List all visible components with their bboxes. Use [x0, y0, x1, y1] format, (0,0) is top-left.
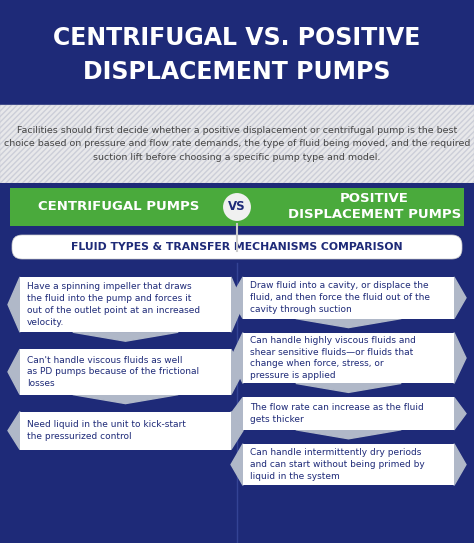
Text: Have a spinning impeller that draws
the fluid into the pump and forces it
out of: Have a spinning impeller that draws the … — [27, 282, 200, 327]
Polygon shape — [8, 412, 20, 450]
Bar — [0, 263, 474, 543]
Text: Can handle intermittently dry periods
and can start without being primed by
liqu: Can handle intermittently dry periods an… — [250, 449, 425, 481]
Bar — [243, 444, 454, 485]
Polygon shape — [296, 319, 401, 327]
Polygon shape — [231, 277, 243, 332]
Polygon shape — [231, 349, 243, 395]
Bar — [243, 397, 454, 430]
Polygon shape — [454, 397, 466, 430]
Polygon shape — [231, 412, 243, 450]
Text: DISPLACEMENT PUMPS: DISPLACEMENT PUMPS — [83, 60, 391, 84]
Polygon shape — [73, 332, 178, 341]
Polygon shape — [231, 444, 243, 485]
Text: POSITIVE
DISPLACEMENT PUMPS: POSITIVE DISPLACEMENT PUMPS — [288, 193, 461, 222]
Bar — [0, 231, 474, 263]
Text: Facilities should first decide whether a positive displacement or centrifugal pu: Facilities should first decide whether a… — [4, 127, 470, 162]
Bar — [20, 349, 231, 395]
Bar — [243, 277, 454, 319]
Polygon shape — [8, 349, 20, 395]
Bar — [10, 188, 464, 226]
Circle shape — [222, 192, 252, 222]
Polygon shape — [231, 277, 243, 319]
Polygon shape — [8, 277, 20, 332]
Text: Need liquid in the unit to kick-start
the pressurized control: Need liquid in the unit to kick-start th… — [27, 420, 186, 441]
Polygon shape — [296, 383, 401, 393]
Bar — [20, 277, 231, 332]
Polygon shape — [231, 333, 243, 383]
Text: CENTRIFUGAL PUMPS: CENTRIFUGAL PUMPS — [38, 200, 199, 213]
Text: CENTRIFUGAL VS. POSITIVE: CENTRIFUGAL VS. POSITIVE — [53, 26, 421, 50]
Bar — [0, 183, 474, 231]
Polygon shape — [454, 444, 466, 485]
Bar — [20, 412, 231, 450]
Bar — [0, 0, 474, 105]
Polygon shape — [231, 397, 243, 430]
Polygon shape — [73, 395, 178, 403]
Text: VS: VS — [228, 200, 246, 213]
Polygon shape — [454, 333, 466, 383]
Text: FLUID TYPES & TRANSFER MECHANISMS COMPARISON: FLUID TYPES & TRANSFER MECHANISMS COMPAR… — [71, 242, 403, 252]
Text: Can't handle viscous fluids as well
as PD pumps because of the frictional
losses: Can't handle viscous fluids as well as P… — [27, 356, 199, 388]
Text: Draw fluid into a cavity, or displace the
fluid, and then force the fluid out of: Draw fluid into a cavity, or displace th… — [250, 281, 430, 314]
Text: Can handle highly viscous fluids and
shear sensitive fluids—or fluids that
chang: Can handle highly viscous fluids and she… — [250, 336, 416, 380]
Bar — [0, 105, 474, 183]
Polygon shape — [296, 430, 401, 439]
Bar — [243, 333, 454, 383]
Text: The flow rate can increase as the fluid
gets thicker: The flow rate can increase as the fluid … — [250, 403, 424, 424]
Bar — [0, 105, 474, 183]
Polygon shape — [454, 277, 466, 319]
FancyBboxPatch shape — [12, 235, 462, 259]
